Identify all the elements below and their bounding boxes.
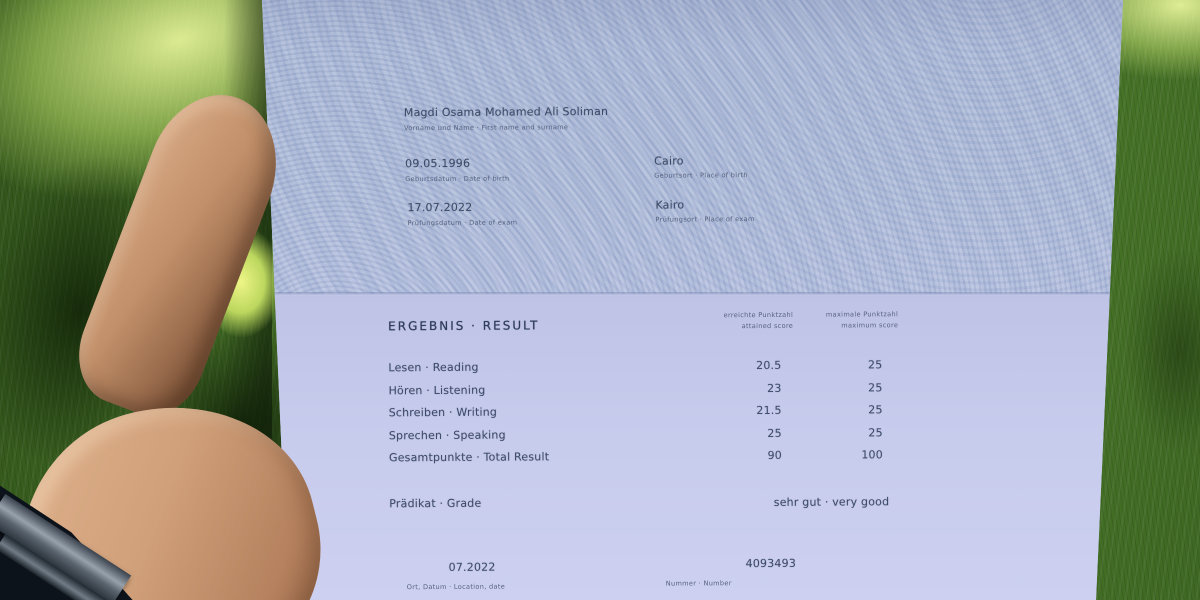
row-listening-max: 25 [868, 381, 883, 395]
birth-date-value: 09.05.1996 [405, 156, 471, 171]
exam-date-value: 17.07.2022 [407, 200, 473, 215]
paper-result-area [262, 296, 1123, 600]
row-speaking-attained: 25 [767, 426, 782, 440]
max-header-de: maximale Punktzahl [825, 310, 899, 319]
row-reading-label: Lesen · Reading [388, 360, 479, 375]
row-writing-max: 25 [868, 403, 883, 417]
row-reading-attained: 20.5 [756, 358, 782, 373]
exam-place-label: Prüfungsort · Place of exam [655, 215, 755, 224]
max-header-en: maximum score [841, 321, 899, 330]
row-listening-attained: 23 [767, 381, 782, 395]
footer-date-value: 07.2022 [448, 560, 496, 574]
grade-label: Prädikat · Grade [389, 496, 482, 511]
paper-guilloche-area [262, 0, 1123, 294]
birth-place-value: Cairo [654, 154, 684, 168]
row-speaking-max: 25 [868, 426, 883, 440]
row-writing-attained: 21.5 [756, 403, 782, 418]
row-total-max: 100 [861, 448, 883, 462]
row-reading-max: 25 [867, 358, 883, 372]
row-writing-label: Schreiben · Writing [388, 405, 498, 420]
row-listening-label: Hören · Listening [388, 383, 486, 398]
result-section-title: ERGEBNIS · RESULT [388, 318, 540, 334]
grass-shadow-right [1110, 220, 1200, 480]
max-score-column-header: maximale Punktzahl maximum score [758, 309, 898, 332]
row-total-attained: 90 [767, 448, 782, 462]
footer-number-value: 4093493 [745, 556, 797, 571]
exam-place-value: Kairo [655, 198, 685, 212]
grade-value: sehr gut · very good [773, 495, 890, 509]
birth-date-label: Geburtsdatum · Date of birth [405, 174, 510, 184]
footer-number-label: Nummer · Number [665, 579, 732, 588]
holder-name-label: Vorname und Name · First name and surnam… [403, 123, 569, 133]
row-total-label: Gesamtpunkte · Total Result [388, 450, 550, 465]
paper-fold-line [262, 292, 1123, 296]
holder-name: Magdi Osama Mohamed Ali Soliman [403, 104, 609, 120]
birth-place-label: Geburtsort · Place of birth [654, 171, 748, 180]
exam-date-label: Prüfungsdatum · Date of exam [407, 218, 518, 228]
row-speaking-label: Sprechen · Speaking [388, 428, 506, 443]
footer-date-label: Ort, Datum · Location, date [406, 582, 506, 592]
